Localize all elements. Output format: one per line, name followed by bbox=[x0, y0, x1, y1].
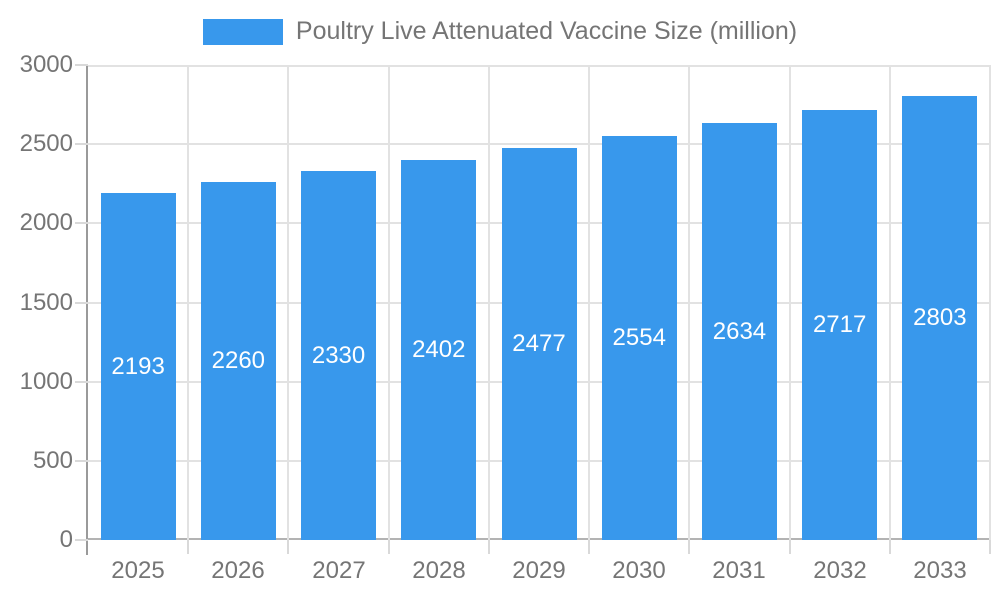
x-gridline bbox=[287, 65, 289, 540]
x-axis-label: 2025 bbox=[111, 557, 165, 584]
y-tick bbox=[75, 302, 88, 304]
y-axis-label: 500 bbox=[32, 447, 73, 474]
x-axis-label: 2031 bbox=[712, 557, 766, 584]
x-axis-label: 2032 bbox=[813, 557, 867, 584]
legend: Poultry Live Attenuated Vaccine Size (mi… bbox=[0, 17, 1000, 46]
bar-value-label: 2803 bbox=[913, 304, 967, 331]
y-gridline bbox=[88, 65, 990, 67]
y-axis-line bbox=[86, 65, 88, 555]
y-tick bbox=[75, 222, 88, 224]
x-gridline bbox=[989, 65, 991, 540]
x-gridline bbox=[889, 65, 891, 540]
y-tick bbox=[75, 539, 88, 541]
bar[interactable] bbox=[201, 182, 276, 540]
bar-value-label: 2477 bbox=[512, 330, 566, 357]
x-tick bbox=[588, 540, 590, 554]
bar-value-label: 2717 bbox=[812, 311, 867, 338]
x-tick bbox=[488, 540, 490, 554]
x-axis-label: 2030 bbox=[612, 557, 666, 584]
x-gridline bbox=[388, 65, 390, 540]
bar[interactable] bbox=[101, 193, 176, 540]
bar-value-label: 2193 bbox=[111, 352, 165, 380]
y-tick bbox=[75, 381, 88, 383]
x-tick bbox=[187, 540, 189, 554]
x-gridline bbox=[688, 65, 690, 540]
bar[interactable] bbox=[802, 110, 877, 540]
x-tick bbox=[388, 540, 390, 554]
bar-value-label: 2402 bbox=[412, 336, 466, 363]
y-axis-label: 3000 bbox=[19, 51, 73, 78]
bar-value-label: 2554 bbox=[612, 324, 666, 351]
x-axis-label: 2029 bbox=[512, 557, 566, 584]
x-gridline bbox=[588, 65, 590, 540]
bar-value-label: 2260 bbox=[211, 347, 266, 374]
y-tick bbox=[75, 460, 88, 462]
y-axis-label: 1500 bbox=[19, 289, 73, 316]
x-tick bbox=[989, 540, 991, 554]
bar[interactable] bbox=[502, 148, 577, 540]
legend-label: Poultry Live Attenuated Vaccine Size (mi… bbox=[295, 17, 798, 45]
bar[interactable] bbox=[902, 96, 977, 540]
bar-value-label: 2330 bbox=[311, 341, 366, 369]
plot-area: 2193 2260 2330 2402 2477 2554 2634 2717 2803 bbox=[88, 65, 991, 540]
y-tick bbox=[75, 143, 88, 145]
bar[interactable] bbox=[301, 171, 376, 540]
x-axis-label: 2027 bbox=[312, 557, 366, 584]
y-gridline bbox=[88, 143, 990, 145]
x-gridline bbox=[488, 65, 490, 540]
x-gridline bbox=[789, 65, 791, 540]
bar[interactable] bbox=[702, 123, 777, 540]
x-gridline bbox=[187, 65, 189, 540]
x-tick bbox=[688, 540, 690, 554]
y-tick bbox=[75, 64, 88, 66]
bar[interactable] bbox=[602, 136, 677, 540]
y-axis-label: 0 bbox=[59, 526, 73, 553]
x-axis-label: 2033 bbox=[913, 557, 967, 584]
bar-value-label: 2634 bbox=[712, 317, 767, 345]
x-tick bbox=[789, 540, 791, 554]
x-axis-label: 2028 bbox=[412, 557, 466, 584]
x-tick bbox=[889, 540, 891, 554]
y-axis-label: 2500 bbox=[19, 130, 73, 157]
legend-swatch bbox=[202, 18, 283, 45]
bar[interactable] bbox=[401, 160, 476, 540]
x-tick bbox=[287, 540, 289, 554]
y-axis-label: 1000 bbox=[19, 368, 73, 395]
y-axis-label: 2000 bbox=[19, 209, 73, 236]
x-axis-label: 2026 bbox=[211, 557, 265, 584]
